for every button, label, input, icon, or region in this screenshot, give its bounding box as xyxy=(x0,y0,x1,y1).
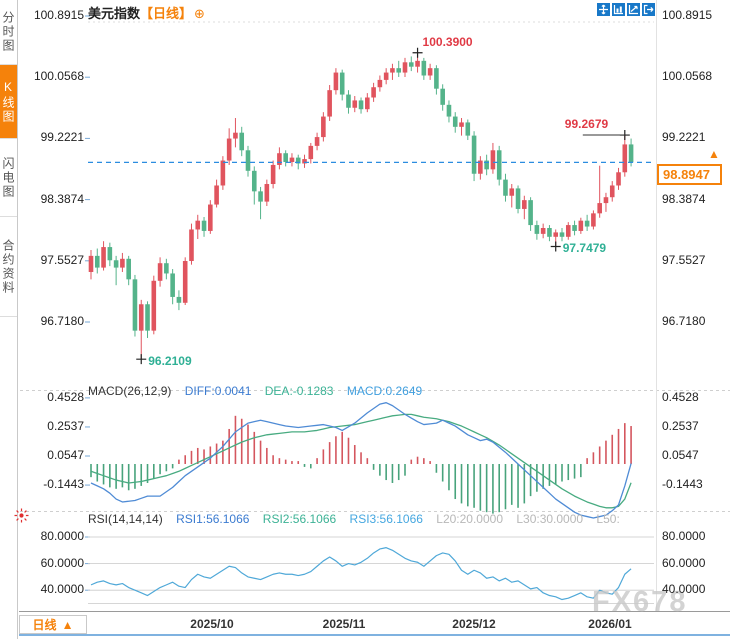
annotation-markers xyxy=(136,47,630,365)
date-axis-label: 2025/10 xyxy=(190,617,234,631)
candlestick-chart[interactable] xyxy=(0,0,730,612)
period-selector-button[interactable]: 日线 ▲ xyxy=(19,615,87,634)
date-axis-label: 2025/12 xyxy=(452,617,496,631)
price-panel[interactable] xyxy=(88,52,655,360)
sidebar-item-1[interactable]: 分时图 xyxy=(0,0,17,65)
period-label: 日线 xyxy=(32,618,57,632)
current-price-box: 98.8947 xyxy=(657,164,722,185)
sidebar-item-4[interactable]: 合约资料 xyxy=(0,217,17,317)
chart-toolbar xyxy=(597,3,655,16)
window-bottom-edge xyxy=(19,634,730,636)
date-axis-label: 2026/01 xyxy=(588,617,632,631)
price-up-arrow-icon: ▲ xyxy=(708,147,720,161)
chart-structure xyxy=(19,0,730,612)
macd-panel[interactable] xyxy=(90,402,632,519)
instrument-title: 美元指数 xyxy=(88,6,141,21)
period-arrow-icon: ▲ xyxy=(61,617,74,632)
period-tag: 【日线】 xyxy=(140,6,193,21)
rsi-panel[interactable] xyxy=(88,536,654,604)
indicator-alert-icon[interactable] xyxy=(13,507,30,529)
chart-type-sidebar: 分时图 K线图 闪电图 合约资料 xyxy=(0,0,18,639)
add-indicator-icon[interactable]: ⊕ xyxy=(194,6,205,21)
sidebar-item-3[interactable]: 闪电图 xyxy=(0,139,17,217)
chart-arrow-icon[interactable] xyxy=(627,3,640,16)
sidebar-item-2[interactable]: K线图 xyxy=(0,65,17,139)
chart-title-bar: 美元指数【日线】 ⊕ xyxy=(88,3,205,22)
chart-frame-icon[interactable] xyxy=(612,3,625,16)
exit-icon[interactable] xyxy=(642,3,655,16)
pan-icon[interactable] xyxy=(597,3,610,16)
date-axis-label: 2025/11 xyxy=(322,617,366,631)
current-price-value: 98.8947 xyxy=(663,167,710,182)
